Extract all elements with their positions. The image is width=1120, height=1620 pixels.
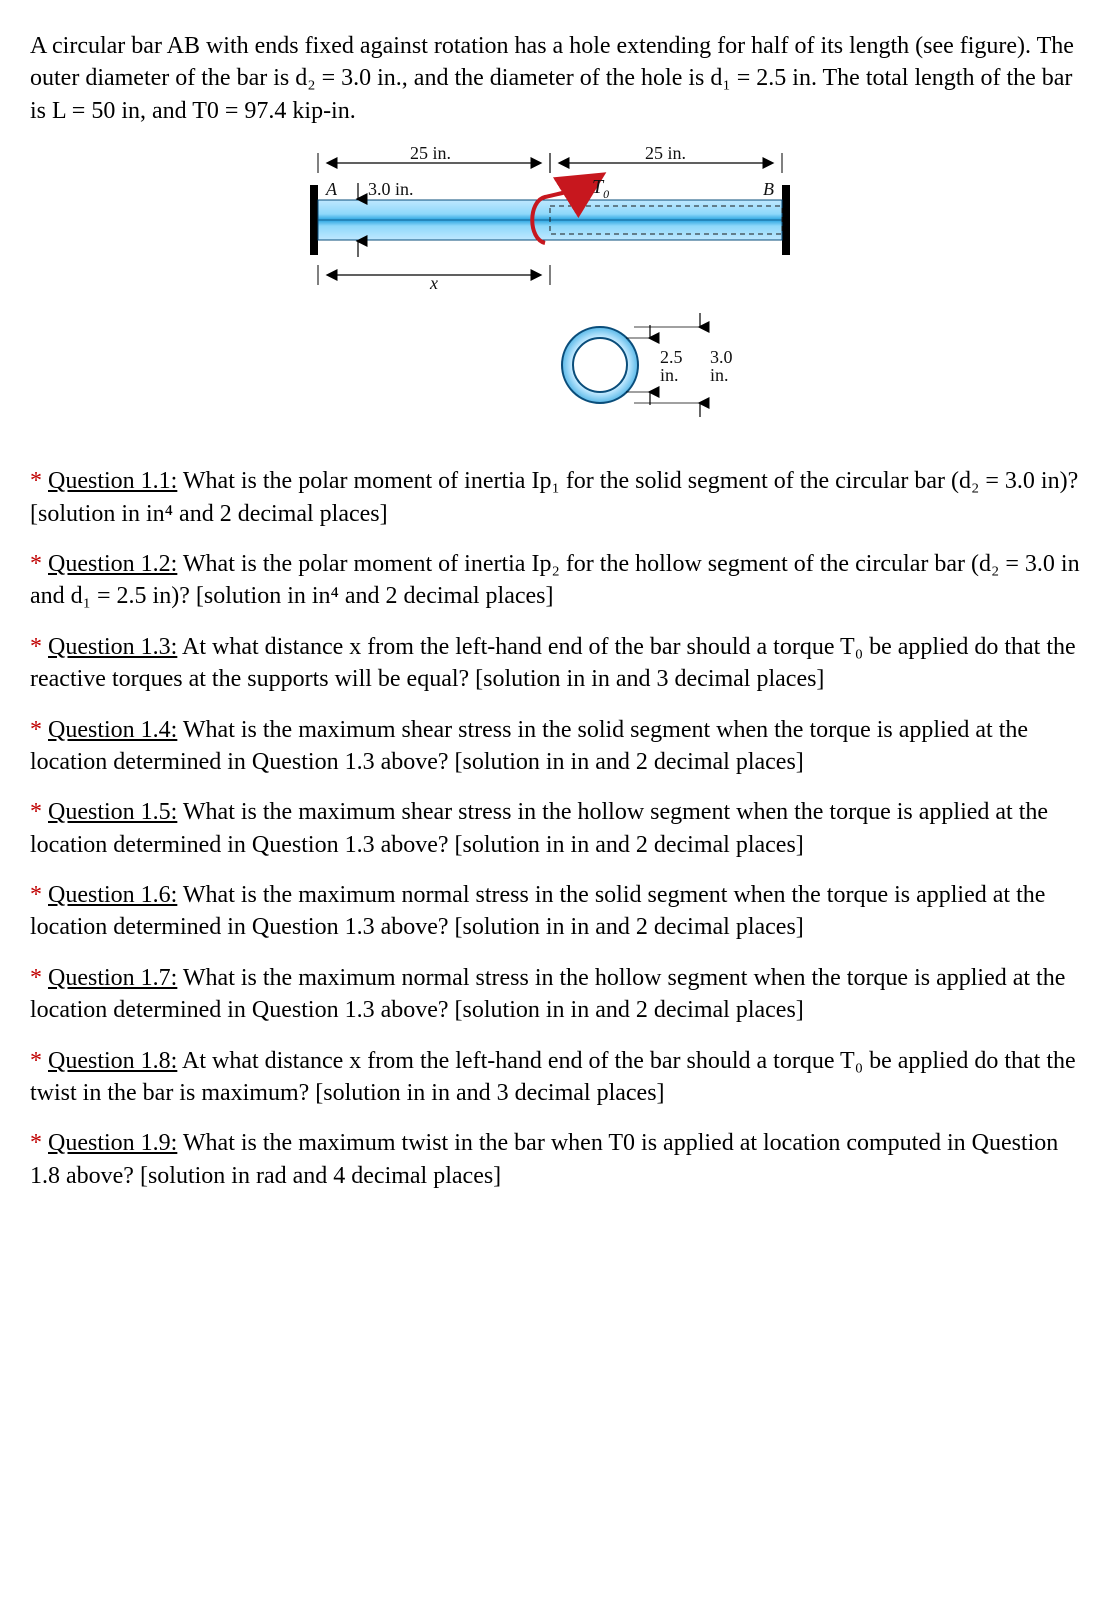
question-text: At what distance x from the left-hand en… xyxy=(30,634,1076,692)
question-block: * Question 1.9: What is the maximum twis… xyxy=(30,1127,1090,1192)
figure-svg: 25 in. 25 in. A B 3.0 in. T0 x 2.5 in. xyxy=(280,145,840,435)
question-label: Question 1.7: xyxy=(48,965,177,991)
label-x: x xyxy=(429,273,438,293)
question-label: Question 1.9: xyxy=(48,1130,177,1156)
xsect-inner: 2.5 xyxy=(660,347,683,367)
figure-wrapper: 25 in. 25 in. A B 3.0 in. T0 x 2.5 in. xyxy=(30,145,1090,435)
question-label: Question 1.4: xyxy=(48,717,177,743)
question-asterisk: * xyxy=(30,634,48,660)
wall-right xyxy=(782,185,790,255)
question-asterisk: * xyxy=(30,1130,48,1156)
wall-left xyxy=(310,185,318,255)
label-A: A xyxy=(325,179,338,199)
dim-left-text: 25 in. xyxy=(410,145,451,163)
question-block: * Question 1.8: At what distance x from … xyxy=(30,1045,1090,1110)
question-block: * Question 1.2: What is the polar moment… xyxy=(30,548,1090,613)
question-text: At what distance x from the left-hand en… xyxy=(30,1048,1076,1106)
xsect-outer: 3.0 xyxy=(710,347,733,367)
question-text: What is the polar moment of inertia Ip₁ … xyxy=(30,468,1078,526)
label-3in: 3.0 in. xyxy=(368,179,414,199)
label-B: B xyxy=(763,179,774,199)
question-asterisk: * xyxy=(30,717,48,743)
question-block: * Question 1.3: At what distance x from … xyxy=(30,631,1090,696)
question-block: * Question 1.7: What is the maximum norm… xyxy=(30,962,1090,1027)
question-text: What is the polar moment of inertia Ip₂ … xyxy=(30,551,1080,609)
question-asterisk: * xyxy=(30,1048,48,1074)
question-asterisk: * xyxy=(30,965,48,991)
dim-right-text: 25 in. xyxy=(645,145,686,163)
question-text: What is the maximum shear stress in the … xyxy=(30,799,1048,857)
question-label: Question 1.8: xyxy=(48,1048,177,1074)
label-T0: T0 xyxy=(592,176,609,201)
question-asterisk: * xyxy=(30,799,48,825)
question-block: * Question 1.1: What is the polar moment… xyxy=(30,465,1090,530)
question-label: Question 1.5: xyxy=(48,799,177,825)
question-label: Question 1.3: xyxy=(48,634,177,660)
question-text: What is the maximum twist in the bar whe… xyxy=(30,1130,1058,1188)
question-label: Question 1.6: xyxy=(48,882,177,908)
question-asterisk: * xyxy=(30,882,48,908)
xsect-outer-u: in. xyxy=(710,365,729,385)
question-label: Question 1.1: xyxy=(48,468,177,494)
question-text: What is the maximum normal stress in the… xyxy=(30,882,1045,940)
questions-container: * Question 1.1: What is the polar moment… xyxy=(30,465,1090,1192)
question-label: Question 1.2: xyxy=(48,551,177,577)
question-text: What is the maximum normal stress in the… xyxy=(30,965,1065,1023)
cross-section: 2.5 in. 3.0 in. xyxy=(562,313,733,417)
question-asterisk: * xyxy=(30,551,48,577)
question-block: * Question 1.5: What is the maximum shea… xyxy=(30,796,1090,861)
xsect-inner-u: in. xyxy=(660,365,679,385)
problem-intro: A circular bar AB with ends fixed agains… xyxy=(30,30,1090,127)
question-text: What is the maximum shear stress in the … xyxy=(30,717,1028,775)
question-block: * Question 1.4: What is the maximum shea… xyxy=(30,714,1090,779)
question-asterisk: * xyxy=(30,468,48,494)
question-block: * Question 1.6: What is the maximum norm… xyxy=(30,879,1090,944)
